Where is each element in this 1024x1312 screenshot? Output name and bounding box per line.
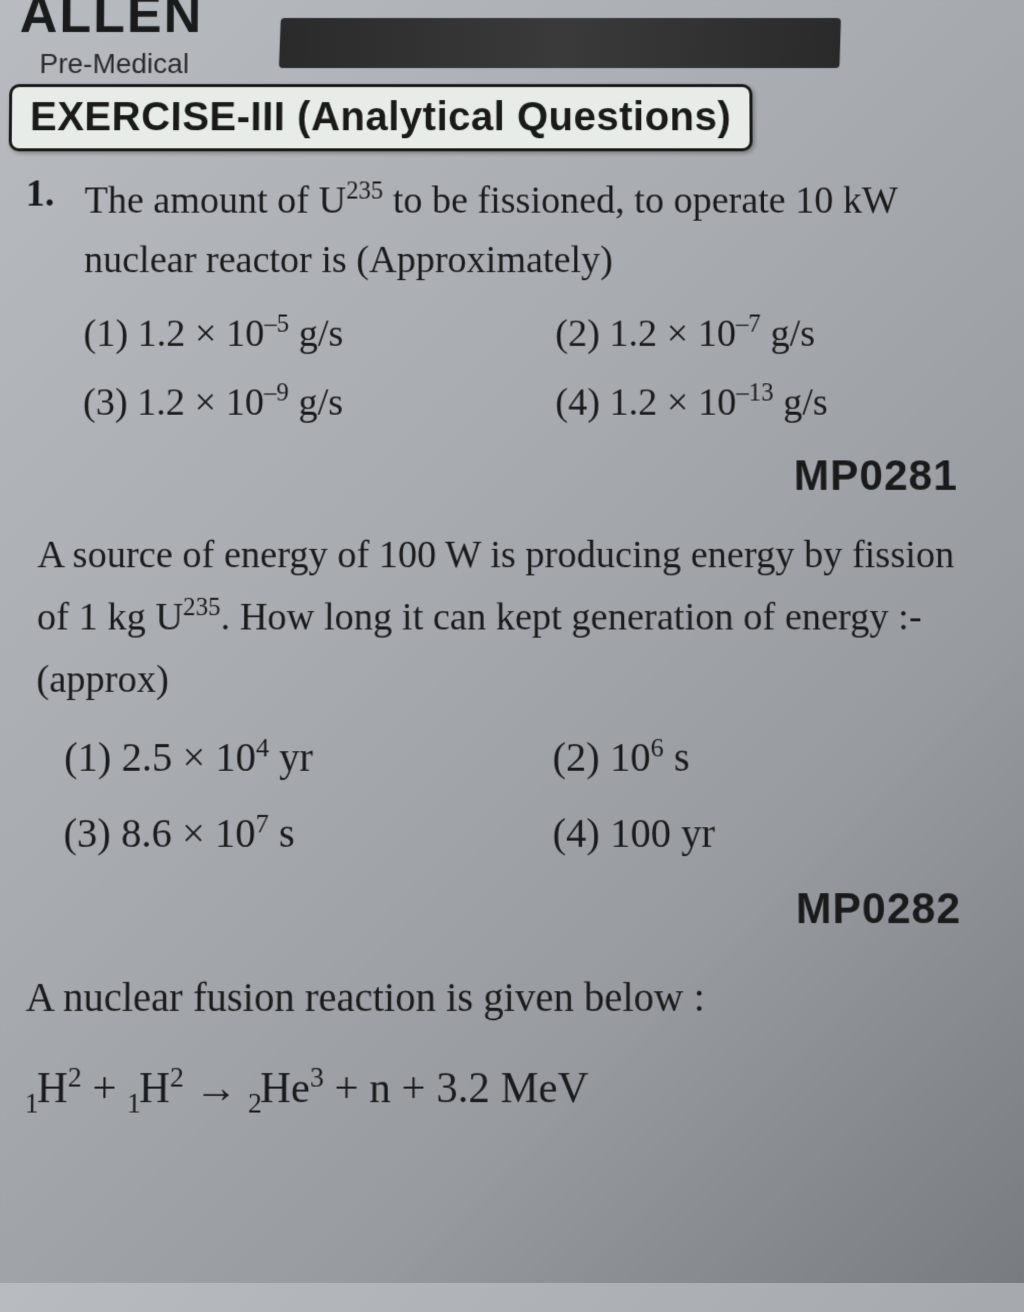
header-dark-strip [279,18,841,68]
q2-option-3: (3) 8.6 × 107 s [63,809,512,858]
q2-u-exp: 235 [183,594,221,622]
question-1-number: 1. [8,171,55,215]
page-scan: ALLEN Pre-Medical EXERCISE-III (Analytic… [0,0,1024,1312]
question-2-text: A source of energy of 100 W is producing… [36,525,980,711]
q2-option-4: (4) 100 yr [553,809,1002,858]
exercise-banner: EXERCISE-III (Analytical Questions) [9,84,753,151]
question-2-options: (1) 2.5 × 104 yr (2) 106 s (3) 8.6 × 107… [63,733,1001,857]
question-1-options: (1) 1.2 × 10–5 g/s (2) 1.2 × 10–7 g/s (3… [83,310,998,425]
question-2: A source of energy of 100 W is producing… [2,525,1001,858]
q2-option-1: (1) 2.5 × 104 yr [64,733,512,782]
question-1-code: MP0281 [6,451,958,500]
header-subtitle: Pre-Medical [39,48,189,80]
question-1-row: 1. The amount of U235 to be fissioned, t… [7,171,996,290]
q1-option-3: (3) 1.2 × 10–9 g/s [83,380,525,425]
q1-option-4: (4) 1.2 × 10–13 g/s [555,380,997,425]
exercise-title: EXERCISE-III (Analytical Questions) [30,95,732,139]
q1-option-2: (2) 1.2 × 10–7 g/s [555,310,997,355]
q1-text-a: The amount of U [84,179,346,221]
question-1-text: The amount of U235 to be fissioned, to o… [84,171,997,290]
q2-option-2: (2) 106 s [553,733,1001,782]
question-3-equation: 1H2 + 1H2 → 2He3 + n + 3.2 MeV [25,1062,1004,1119]
content-area: 1. The amount of U235 to be fissioned, t… [0,151,1024,1119]
q1-u-exp: 235 [346,178,383,205]
question-3-intro: A nuclear fusion reaction is given below… [25,965,1002,1031]
brand-logo: ALLEN [20,0,204,45]
q1-option-1: (1) 1.2 × 10–5 g/s [83,310,525,355]
question-1: 1. The amount of U235 to be fissioned, t… [6,171,997,425]
header-area: ALLEN Pre-Medical [0,0,1024,70]
question-2-code: MP0282 [2,884,961,934]
